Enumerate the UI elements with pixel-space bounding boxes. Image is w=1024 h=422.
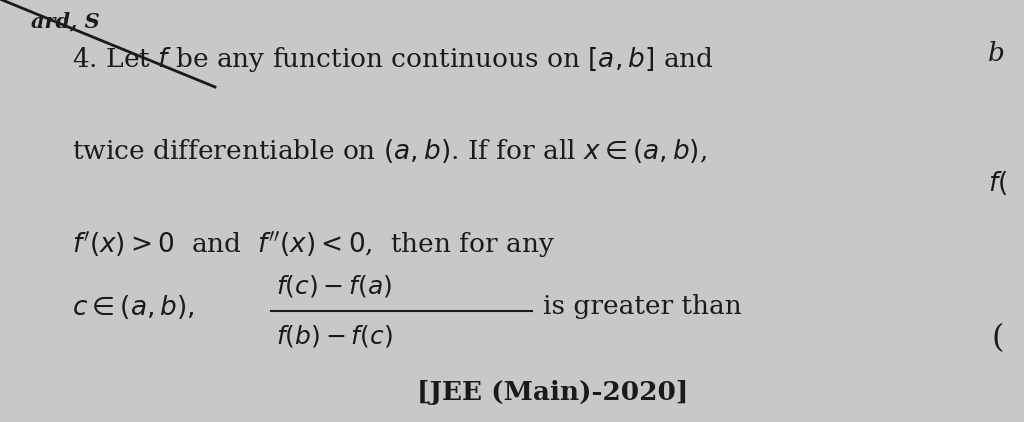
Text: $c \in (a, b),$: $c \in (a, b),$: [72, 293, 195, 321]
Text: $f($: $f($: [988, 169, 1008, 197]
Text: $f(c)-f(a)$: $f(c)-f(a)$: [276, 273, 393, 299]
Text: twice differentiable on $(a, b)$. If for all $x \in (a, b)$,: twice differentiable on $(a, b)$. If for…: [72, 137, 707, 165]
Text: [JEE (Main)-2020]: [JEE (Main)-2020]: [417, 380, 689, 405]
Text: is greater than: is greater than: [543, 294, 741, 319]
Text: $f(b)-f(c)$: $f(b)-f(c)$: [276, 323, 393, 349]
Text: 4. Let $f$ be any function continuous on $[a, b]$ and: 4. Let $f$ be any function continuous on…: [72, 45, 714, 74]
Text: ard, S: ard, S: [31, 12, 99, 32]
Text: b: b: [988, 41, 1005, 66]
Text: (: (: [991, 323, 1004, 354]
Text: $f'(x) > 0$  and  $f''(x) < 0$,  then for any: $f'(x) > 0$ and $f''(x) < 0$, then for a…: [72, 230, 554, 260]
